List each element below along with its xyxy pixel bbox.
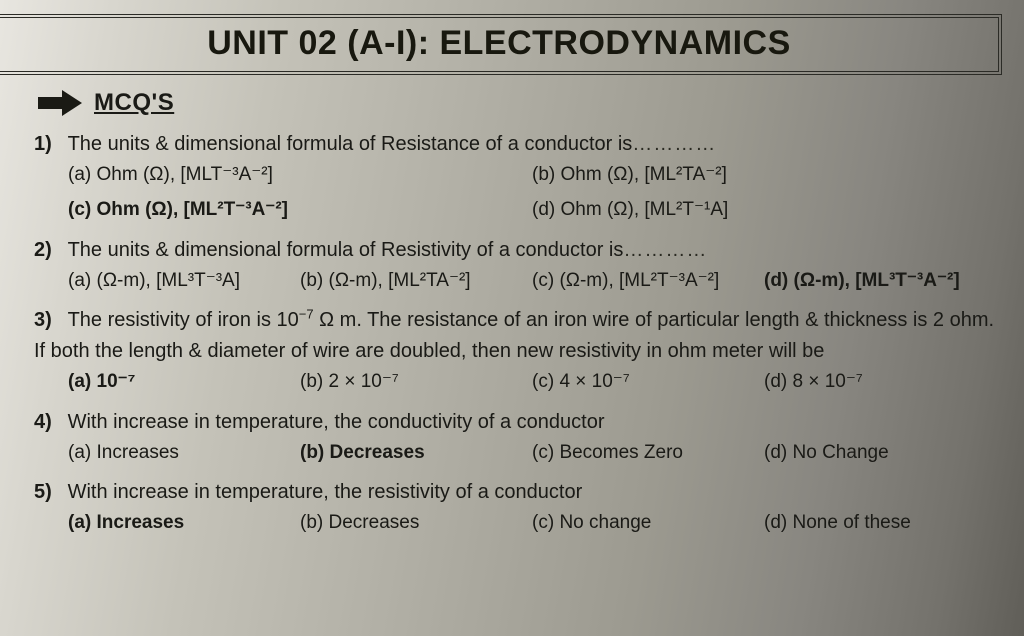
question-2: 2) The units & dimensional formula of Re…	[34, 235, 996, 295]
q1-option-d: (d) Ohm (Ω), [ML²T⁻¹A]	[532, 195, 996, 224]
q4-option-c: (c) Becomes Zero	[532, 438, 764, 467]
q4-number: 4)	[34, 407, 62, 438]
section-heading: MCQ'S	[38, 89, 996, 117]
q2-option-d: (d) (Ω-m), [ML³T⁻³A⁻²]	[764, 266, 996, 295]
q4-stem: With increase in temperature, the conduc…	[68, 411, 605, 433]
q3-option-a: (a) 10⁻⁷	[68, 367, 300, 396]
q3-stem: The resistivity of iron is 10−7 Ω m. The…	[34, 309, 994, 362]
q5-option-d: (d) None of these	[764, 508, 996, 537]
q2-option-c: (c) (Ω-m), [ML²T⁻³A⁻²]	[532, 266, 764, 295]
q3-option-b: (b) 2 × 10⁻⁷	[300, 367, 532, 396]
q2-option-b: (b) (Ω-m), [ML²TA⁻²]	[300, 266, 532, 295]
q5-options: (a) Increases (b) Decreases (c) No chang…	[68, 508, 996, 537]
q1-option-c: (c) Ohm (Ω), [ML²T⁻³A⁻²]	[68, 195, 532, 224]
q1-option-a: (a) Ohm (Ω), [MLT⁻³A⁻²]	[68, 160, 532, 189]
ellipsis-icon	[632, 133, 716, 155]
q5-number: 5)	[34, 477, 62, 508]
question-4: 4) With increase in temperature, the con…	[34, 407, 996, 467]
q1-number: 1)	[34, 129, 62, 160]
q5-option-b: (b) Decreases	[300, 508, 532, 537]
q3-option-d: (d) 8 × 10⁻⁷	[764, 367, 996, 396]
q1-stem: The units & dimensional formula of Resis…	[68, 133, 633, 155]
q2-option-a: (a) (Ω-m), [ML³T⁻³A]	[68, 266, 300, 295]
q4-option-a: (a) Increases	[68, 438, 300, 467]
q4-options: (a) Increases (b) Decreases (c) Becomes …	[68, 438, 996, 467]
q3-number: 3)	[34, 305, 62, 336]
q1-options: (a) Ohm (Ω), [MLT⁻³A⁻²] (b) Ohm (Ω), [ML…	[68, 160, 996, 225]
q4-option-b: (b) Decreases	[300, 438, 532, 467]
title-frame: UNIT 02 (A-I): ELECTRODYNAMICS	[0, 14, 1002, 75]
unit-title: UNIT 02 (A-I): ELECTRODYNAMICS	[14, 24, 984, 63]
q3-option-c: (c) 4 × 10⁻⁷	[532, 367, 764, 396]
question-1: 1) The units & dimensional formula of Re…	[34, 129, 996, 225]
worksheet-page: UNIT 02 (A-I): ELECTRODYNAMICS MCQ'S 1) …	[0, 0, 1024, 636]
question-5: 5) With increase in temperature, the res…	[34, 477, 996, 537]
q1-option-b: (b) Ohm (Ω), [ML²TA⁻²]	[532, 160, 996, 189]
q3-options: (a) 10⁻⁷ (b) 2 × 10⁻⁷ (c) 4 × 10⁻⁷ (d) 8…	[68, 367, 996, 396]
question-3: 3) The resistivity of iron is 10−7 Ω m. …	[34, 305, 996, 396]
q2-stem: The units & dimensional formula of Resis…	[68, 239, 624, 261]
arrow-icon	[38, 92, 84, 114]
section-label: MCQ'S	[94, 89, 174, 117]
q5-option-a: (a) Increases	[68, 508, 300, 537]
ellipsis-icon	[623, 239, 707, 261]
q5-stem: With increase in temperature, the resist…	[68, 481, 583, 503]
q2-number: 2)	[34, 235, 62, 266]
q4-option-d: (d) No Change	[764, 438, 996, 467]
q2-options: (a) (Ω-m), [ML³T⁻³A] (b) (Ω-m), [ML²TA⁻²…	[68, 266, 996, 295]
q5-option-c: (c) No change	[532, 508, 764, 537]
